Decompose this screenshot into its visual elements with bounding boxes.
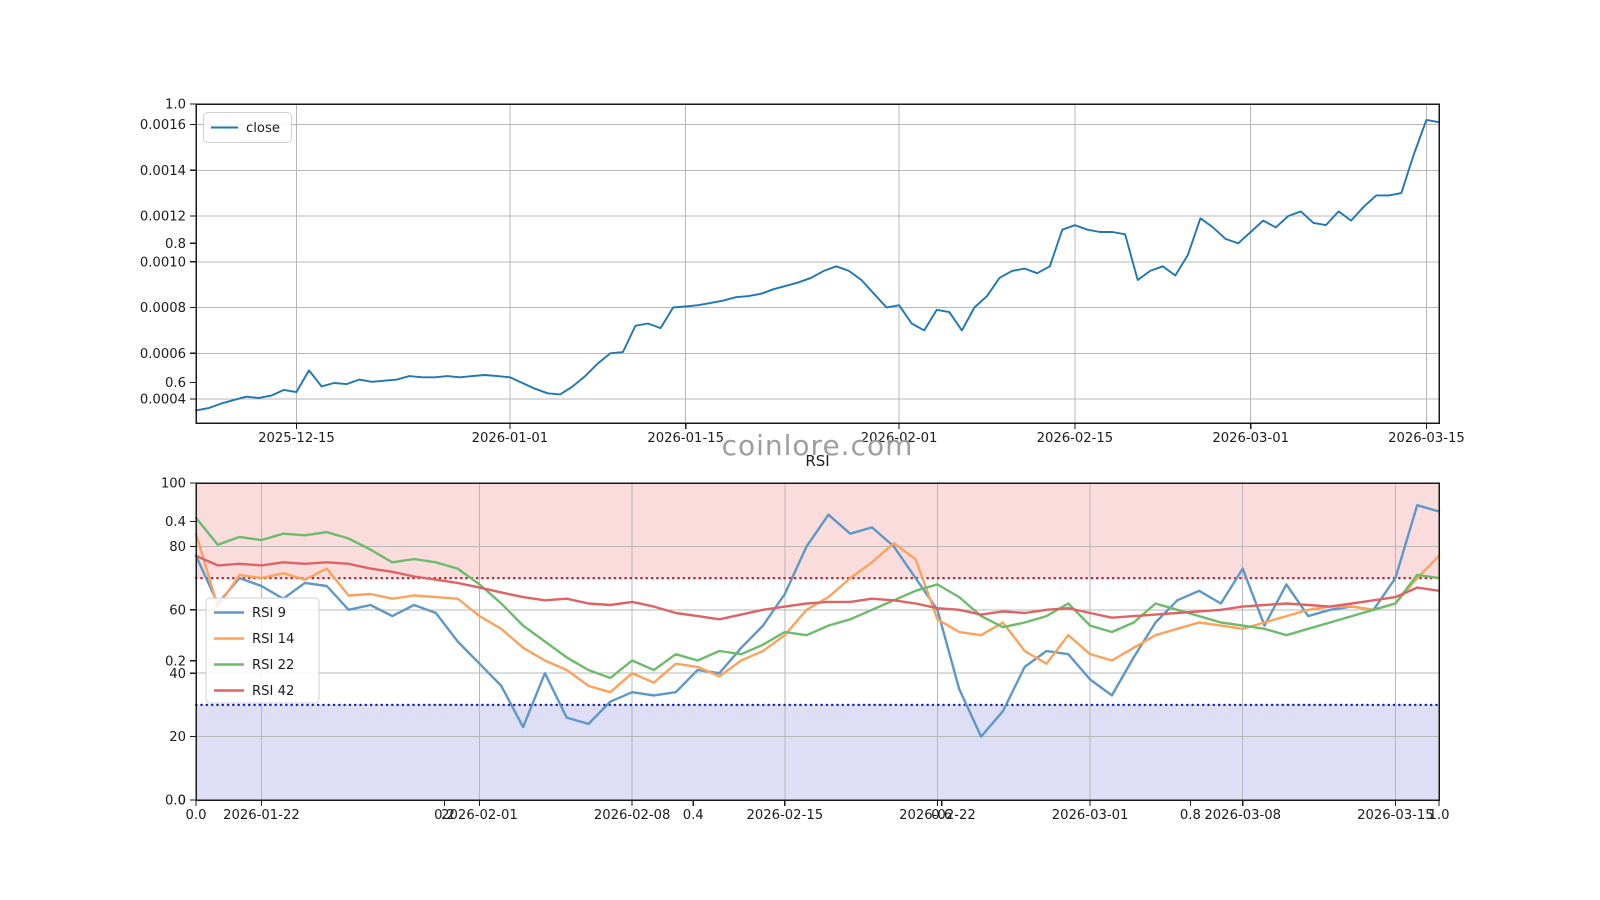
y-tick-label: 80: [169, 540, 186, 555]
legend-label: RSI 42: [252, 684, 294, 699]
rsi-line-4: [194, 554, 1441, 621]
x-tick-label: 2026-02-22: [899, 808, 976, 823]
overlay-y-label: 0.8: [165, 237, 186, 252]
overlay-x-label: 0.8: [1180, 808, 1201, 823]
y-tick-label: 0.0010: [140, 255, 186, 270]
x-tick-label: 2026-03-15: [1388, 431, 1465, 446]
x-tick-label: 2026-02-01: [861, 431, 938, 446]
x-tick-label: 2026-02-15: [1037, 431, 1114, 446]
x-tick-label: 2026-02-08: [594, 808, 671, 823]
x-tick-label: 2026-03-15: [1357, 808, 1434, 823]
price-legend: close: [203, 112, 292, 143]
x-tick-label: 2026-03-08: [1204, 808, 1281, 823]
y-tick-label: 40: [169, 667, 186, 682]
rsi-line-3: [194, 516, 1441, 680]
y-tick-label: 0.0008: [140, 301, 186, 316]
overlay-x-label: 0.4: [683, 808, 704, 823]
legend-label: RSI 22: [252, 658, 294, 673]
y-tick-label: 0.0006: [140, 347, 186, 362]
legend-label: RSI 9: [252, 606, 286, 621]
x-tick-label: 2026-01-01: [472, 431, 549, 446]
overlay-x-label: 0.0: [186, 808, 207, 823]
overlay-axis: 0.0 0.2 0.4 0.6 0.8 1.0 0.0 0.2 0.4 0.6 0.8 1.0: [165, 98, 1449, 823]
overlay-y-label: 0.0: [165, 794, 186, 809]
y-tick-label: 100: [161, 477, 186, 492]
legend-box: [205, 597, 320, 704]
x-tick-label: 2026-01-15: [647, 431, 724, 446]
x-tick-label: 2026-03-01: [1212, 431, 1289, 446]
x-tick-label: 2025-12-15: [258, 431, 335, 446]
x-tick-label: 2026-02-15: [746, 808, 823, 823]
overlay-y-label: 0.4: [165, 515, 186, 530]
axes-spine: [195, 482, 1440, 801]
rsi-chart: 2026-01-22 2026-02-01 2026-02-08 2026-02-15…: [161, 477, 1441, 823]
price-chart: 2025-12-15 2026-01-01 2026-01-15 2026-02-01…: [140, 103, 1465, 446]
close-line: [195, 118, 1440, 412]
watermark-text: coinlore.com: [721, 429, 914, 462]
overlay-x-label: 1.0: [1429, 808, 1450, 823]
rsi-line-1: [194, 504, 1441, 738]
rsi-legend: RSI 9 RSI 14 RSI 22 RSI 42: [205, 597, 320, 704]
overlay-y-label: 1.0: [165, 98, 186, 113]
axes-spine: [195, 103, 1440, 424]
y-tick-label: 0.0004: [140, 393, 186, 408]
legend-label: RSI 14: [252, 632, 294, 647]
overlay-y-label: 0.2: [165, 654, 186, 669]
y-tick-label: 0: [178, 794, 186, 809]
overlay-x-label: 0.6: [931, 808, 952, 823]
x-tick-label: 2026-02-01: [441, 808, 518, 823]
y-tick-label: 0.0016: [140, 118, 186, 133]
oversold-band: [196, 704, 1439, 800]
y-tick-label: 60: [169, 603, 186, 618]
overlay-x-label: 0.2: [434, 808, 455, 823]
y-tick-label: 20: [169, 730, 186, 745]
legend-label: close: [246, 121, 280, 136]
y-tick-label: 0.0012: [140, 210, 186, 225]
legend-box: [203, 112, 292, 143]
y-tick-label: 0.0014: [140, 164, 186, 179]
rsi-chart-title: RSI: [805, 452, 830, 470]
x-tick-label: 2026-01-22: [223, 808, 300, 823]
overlay-y-label: 0.6: [165, 376, 186, 391]
x-tick-label: 2026-03-01: [1052, 808, 1129, 823]
